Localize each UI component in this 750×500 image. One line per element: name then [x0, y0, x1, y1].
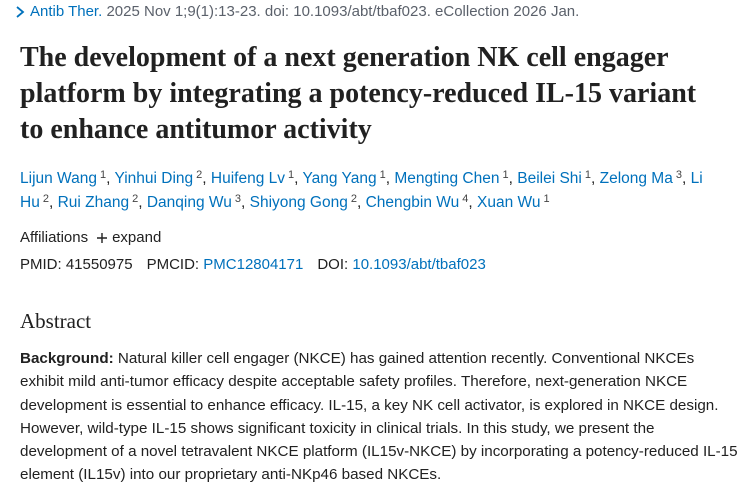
affiliation-number[interactable]: 1 [288, 169, 295, 181]
journal-link[interactable]: Antib Ther. [30, 3, 103, 20]
separator: , [138, 194, 143, 211]
author: Huifeng Lv 1, [210, 169, 299, 188]
author: Mengting Chen 1, [394, 169, 513, 188]
identifier: PMID: 41550975 [20, 256, 133, 273]
author-name[interactable]: Beilei Shi [517, 170, 582, 187]
identifiers: PMID: 41550975 PMCID: PMC12804171 DOI: 10.… [20, 256, 500, 273]
affiliations-label: Affiliations [20, 229, 89, 246]
identifier: DOI: 10.1093/abt/tbaf023 [317, 256, 485, 273]
affiliation-number[interactable]: 3 [675, 169, 682, 181]
affiliations: Affiliations expand [20, 229, 161, 246]
author: Yinhui Ding 2, [114, 169, 207, 188]
author: Li Hu 2, [20, 170, 703, 211]
author-name[interactable]: Danqing Wu [146, 194, 232, 211]
affiliation-number[interactable]: 1 [543, 193, 550, 205]
affiliation-number[interactable]: 1 [379, 169, 386, 181]
separator: , [681, 170, 687, 187]
affiliation-number[interactable]: 2 [350, 193, 357, 205]
author: Zelong Ma 3, [599, 169, 687, 188]
identifier-value: 41550975 [65, 256, 133, 273]
affiliation-number[interactable]: 2 [132, 193, 139, 205]
author-name[interactable]: Yinhui Ding [114, 170, 194, 187]
expand-button[interactable]: expand [112, 229, 162, 246]
author: Rui Zhang 2, [57, 193, 143, 212]
author: Chengbin Wu 4, [365, 193, 473, 212]
affiliation-number[interactable]: 2 [196, 169, 203, 181]
author-name[interactable]: Yang Yang [302, 170, 377, 187]
separator: , [356, 194, 362, 211]
author-list: Lijun Wang 1, Yinhui Ding 2, Huifeng Lv 1, … [20, 167, 720, 215]
author-name[interactable]: Lijun Wang [20, 170, 97, 187]
author-name[interactable]: Xuan Wu [477, 194, 541, 211]
identifier-label: DOI: [317, 256, 349, 273]
author: Beilei Shi 1, [517, 169, 596, 188]
separator: , [48, 194, 54, 211]
author: Shiyong Gong 2, [249, 193, 362, 212]
article-title: The development of a next generation NK … [20, 42, 697, 145]
citation: Antib Ther. 2025 Nov 1;9(1):13-23. doi: … [14, 3, 579, 20]
identifier-value[interactable]: PMC12804171 [203, 256, 304, 273]
separator: , [385, 170, 391, 187]
author-name[interactable]: Mengting Chen [394, 170, 500, 187]
abstract-heading: Abstract [20, 309, 92, 333]
identifier-value[interactable]: 10.1093/abt/tbaf023 [352, 256, 486, 273]
author-name[interactable]: Zelong Ma [599, 170, 673, 187]
author-name[interactable]: Huifeng Lv [210, 170, 286, 187]
affiliation-number[interactable]: 1 [584, 169, 591, 181]
affiliation-number[interactable]: 1 [99, 169, 107, 181]
identifier: PMCID: PMC12804171 [147, 256, 304, 273]
affiliation-number[interactable]: 3 [234, 193, 241, 205]
author-name[interactable]: Rui Zhang [57, 194, 130, 211]
section-text: Natural killer cell engager (NKCE) has g… [20, 350, 738, 484]
author-name[interactable]: Li Hu [20, 170, 703, 211]
section-label: Background: [20, 350, 114, 367]
author: Danqing Wu 3, [146, 193, 246, 212]
plus-icon[interactable] [96, 232, 108, 244]
separator: , [590, 170, 596, 187]
separator: , [202, 170, 207, 187]
chevron-icon[interactable] [14, 5, 26, 19]
affiliation-number[interactable]: 1 [502, 169, 509, 181]
separator: , [294, 170, 299, 187]
affiliation-number[interactable]: 2 [42, 193, 49, 205]
identifier-label: PMID: [20, 256, 62, 273]
affiliation-number[interactable]: 4 [462, 193, 469, 205]
abstract-text: Background: Natural killer cell engager … [20, 347, 738, 487]
separator: , [240, 194, 246, 211]
author: Lijun Wang 1, [20, 169, 111, 188]
separator: , [508, 170, 513, 187]
author: Xuan Wu 1 [477, 193, 550, 212]
separator: , [468, 194, 473, 211]
separator: , [106, 170, 111, 187]
citation-details: 2025 Nov 1;9(1):13-23. doi: 10.1093/abt/… [106, 3, 580, 20]
author-name[interactable]: Shiyong Gong [249, 194, 348, 211]
identifier-label: PMCID: [146, 256, 200, 273]
author-name[interactable]: Chengbin Wu [365, 194, 460, 211]
author: Yang Yang 1, [302, 169, 391, 188]
